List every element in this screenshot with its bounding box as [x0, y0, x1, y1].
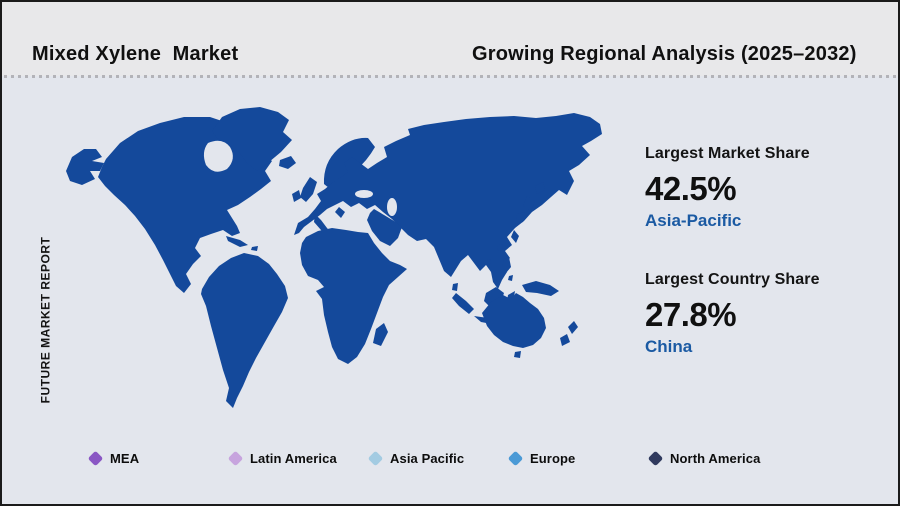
- map-africa: [300, 228, 407, 364]
- map-philippines-south: [508, 275, 513, 281]
- legend-marker-diamond-icon: [87, 450, 104, 466]
- map-arabia: [367, 209, 402, 246]
- map-hudson-bay: [203, 140, 233, 172]
- brand-watermark-wrap: FUTURE MARKET REPORT: [30, 234, 60, 406]
- legend-label: Asia Pacific: [390, 450, 465, 466]
- legend-label: North America: [670, 450, 761, 466]
- legend-label: MEA: [110, 450, 140, 466]
- map-madagascar: [373, 323, 388, 346]
- stat-label: Largest Country Share: [645, 271, 820, 288]
- map-japan-hokkaido: [535, 182, 545, 194]
- map-hispaniola: [251, 246, 258, 251]
- stat-value: 27.8%: [645, 296, 737, 333]
- map-taiwan: [497, 244, 503, 251]
- map-greenland: [212, 107, 292, 171]
- world-map: [66, 107, 602, 408]
- map-cuba: [226, 236, 248, 247]
- legend: MEA Latin America Asia Pacific Europe No…: [2, 448, 898, 468]
- map-japan-kyushu: [515, 212, 525, 224]
- page-title: Mixed Xylene Market: [32, 43, 239, 65]
- stats-panel: Largest Market Share 42.5% Asia-Pacific …: [645, 145, 895, 357]
- legend-label: Europe: [530, 450, 576, 466]
- map-alaska: [66, 149, 104, 185]
- legend-item-asia-pacific: Asia Pacific: [367, 448, 465, 468]
- stat-largest-country-share: Largest Country Share 27.8% China: [645, 271, 895, 357]
- stat-region: China: [645, 337, 693, 356]
- legend-marker-diamond-icon: [647, 450, 664, 466]
- map-uk: [300, 177, 317, 202]
- map-new-zealand-south: [560, 334, 570, 346]
- map-iceland: [279, 156, 296, 169]
- map-south-america: [201, 253, 288, 408]
- legend-marker-diamond-icon: [227, 450, 244, 466]
- legend-marker-diamond-icon: [367, 450, 384, 466]
- map-sumatra: [452, 293, 474, 314]
- map-philippines: [502, 257, 511, 273]
- map-hainan: [485, 259, 491, 265]
- map-tasmania: [514, 351, 521, 358]
- legend-item-europe: Europe: [507, 448, 576, 468]
- map-eurasia: [294, 113, 602, 289]
- stat-region: Asia-Pacific: [645, 211, 742, 230]
- header-divider: [4, 75, 896, 78]
- legend-item-north-america: North America: [647, 448, 761, 468]
- page-subtitle: Growing Regional Analysis (2025–2032): [472, 43, 857, 65]
- stat-label: Largest Market Share: [645, 145, 810, 162]
- map-ireland: [292, 190, 301, 202]
- map-sri-lanka: [452, 283, 458, 291]
- map-caspian-sea: [387, 198, 397, 216]
- legend-item-latin-america: Latin America: [227, 448, 337, 468]
- map-new-guinea: [522, 281, 559, 296]
- legend-marker-diamond-icon: [507, 450, 524, 466]
- header-bar: Mixed Xylene Market Growing Regional Ana…: [2, 2, 898, 76]
- legend-label: Latin America: [250, 450, 337, 466]
- map-black-sea: [355, 190, 373, 198]
- brand-watermark: FUTURE MARKET REPORT: [38, 236, 53, 404]
- map-korea: [511, 230, 519, 243]
- map-japan-honshu: [523, 196, 535, 211]
- map-new-zealand-north: [568, 321, 578, 334]
- map-greece: [335, 207, 345, 218]
- stat-value: 42.5%: [645, 170, 737, 207]
- stat-largest-market-share: Largest Market Share 42.5% Asia-Pacific: [645, 145, 895, 231]
- legend-item-mea: MEA: [87, 448, 140, 468]
- map-australia: [482, 293, 546, 348]
